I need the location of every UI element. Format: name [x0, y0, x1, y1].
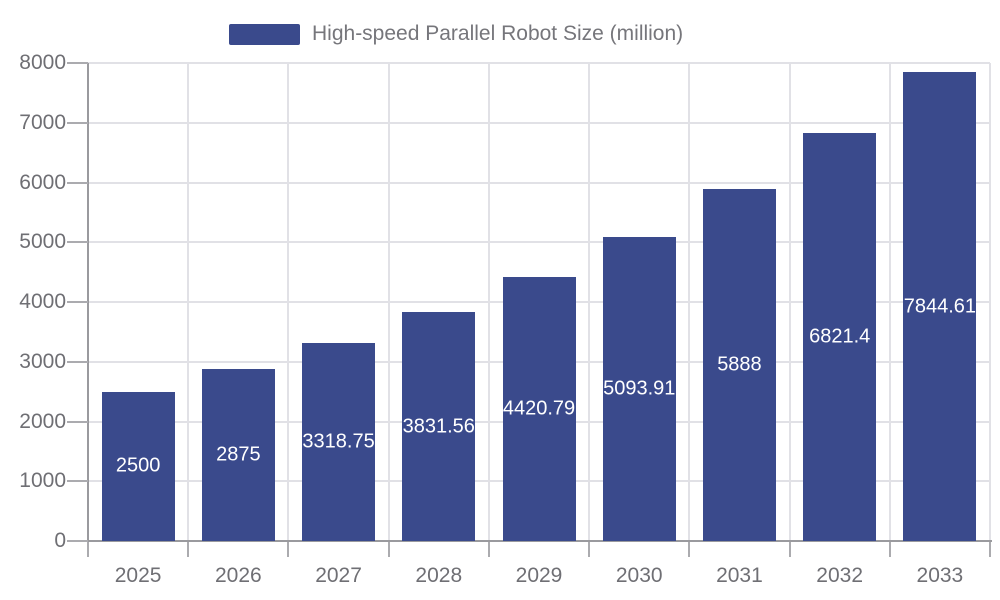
y-axis-tick-label: 1000	[19, 469, 66, 493]
bar[interactable]	[101, 391, 175, 541]
y-axis-line	[87, 63, 89, 542]
y-axis-tick-label: 0	[54, 529, 66, 552]
y-axis-tick-label: 5000	[19, 230, 66, 254]
bar[interactable]	[402, 312, 476, 541]
bar[interactable]	[502, 276, 576, 541]
x-axis-tick	[788, 542, 791, 557]
bar-value-label: 3318.75	[302, 430, 375, 453]
y-axis-tick	[67, 121, 88, 124]
bar[interactable]	[803, 133, 877, 541]
legend-item[interactable]: High-speed Parallel Robot Size (million)	[229, 22, 683, 46]
x-axis-tick-label: 2026	[214, 564, 262, 587]
v-gridline	[287, 63, 290, 541]
x-axis-tick	[989, 542, 991, 557]
x-axis-tick-label: 2029	[515, 564, 563, 587]
legend-swatch-icon	[229, 23, 300, 45]
y-axis-tick	[67, 360, 88, 363]
bar-value-label: 5093.91	[603, 377, 676, 400]
bar-value-label: 5888	[717, 353, 762, 376]
x-axis-tick	[287, 542, 290, 557]
v-gridline	[989, 63, 991, 541]
y-axis-tick-label: 4000	[19, 290, 66, 313]
y-axis-tick	[67, 241, 88, 244]
y-axis-tick	[67, 62, 88, 64]
y-axis-tick	[67, 540, 88, 542]
h-gridline	[88, 241, 990, 244]
bar[interactable]	[602, 236, 676, 541]
y-axis-tick-label: 2000	[19, 409, 66, 433]
bar-value-label: 7844.61	[903, 295, 977, 318]
h-gridline	[88, 181, 990, 184]
v-gridline	[487, 63, 490, 541]
x-axis-tick	[688, 542, 691, 557]
x-axis-tick-label: 2027	[315, 564, 362, 587]
v-gridline	[387, 63, 390, 541]
h-gridline	[88, 62, 990, 64]
y-axis-tick-label: 3000	[19, 349, 66, 373]
bar-value-label: 3831.56	[402, 415, 475, 438]
x-axis-tick	[588, 542, 591, 557]
y-axis-tick	[67, 301, 88, 303]
y-axis-tick	[67, 181, 88, 184]
bar[interactable]	[201, 369, 275, 541]
bar-value-label: 2500	[115, 454, 161, 477]
x-axis-tick	[187, 542, 190, 557]
h-gridline	[88, 121, 990, 124]
x-axis-tick-label: 2025	[114, 564, 162, 587]
x-axis-line	[86, 540, 992, 542]
y-axis-tick-label: 8000	[19, 51, 66, 74]
bar-value-label: 6821.4	[809, 325, 871, 348]
v-gridline	[688, 63, 691, 541]
x-axis-tick	[387, 542, 390, 557]
y-axis-tick	[67, 420, 88, 423]
x-axis-tick-label: 2032	[816, 564, 864, 587]
y-axis-tick-label: 7000	[19, 110, 66, 134]
legend-label: High-speed Parallel Robot Size (million)	[312, 22, 684, 45]
x-axis-tick-label: 2031	[716, 564, 763, 587]
x-axis-tick-label: 2033	[916, 564, 964, 587]
x-axis-tick	[888, 542, 891, 557]
x-axis-tick	[87, 542, 89, 557]
x-axis-tick-label: 2030	[615, 564, 663, 587]
y-axis-tick-label: 6000	[19, 170, 66, 194]
bar-value-label: 4420.79	[502, 397, 576, 420]
bar[interactable]	[702, 189, 776, 541]
bar-value-label: 2875	[216, 443, 261, 466]
v-gridline	[588, 63, 591, 541]
x-axis-tick	[487, 542, 490, 557]
bar[interactable]	[903, 72, 977, 541]
v-gridline	[187, 63, 190, 541]
v-gridline	[888, 63, 891, 541]
v-gridline	[788, 63, 791, 541]
bar[interactable]	[302, 342, 376, 541]
x-axis-tick-label: 2028	[415, 564, 463, 587]
y-axis-tick	[67, 480, 88, 483]
